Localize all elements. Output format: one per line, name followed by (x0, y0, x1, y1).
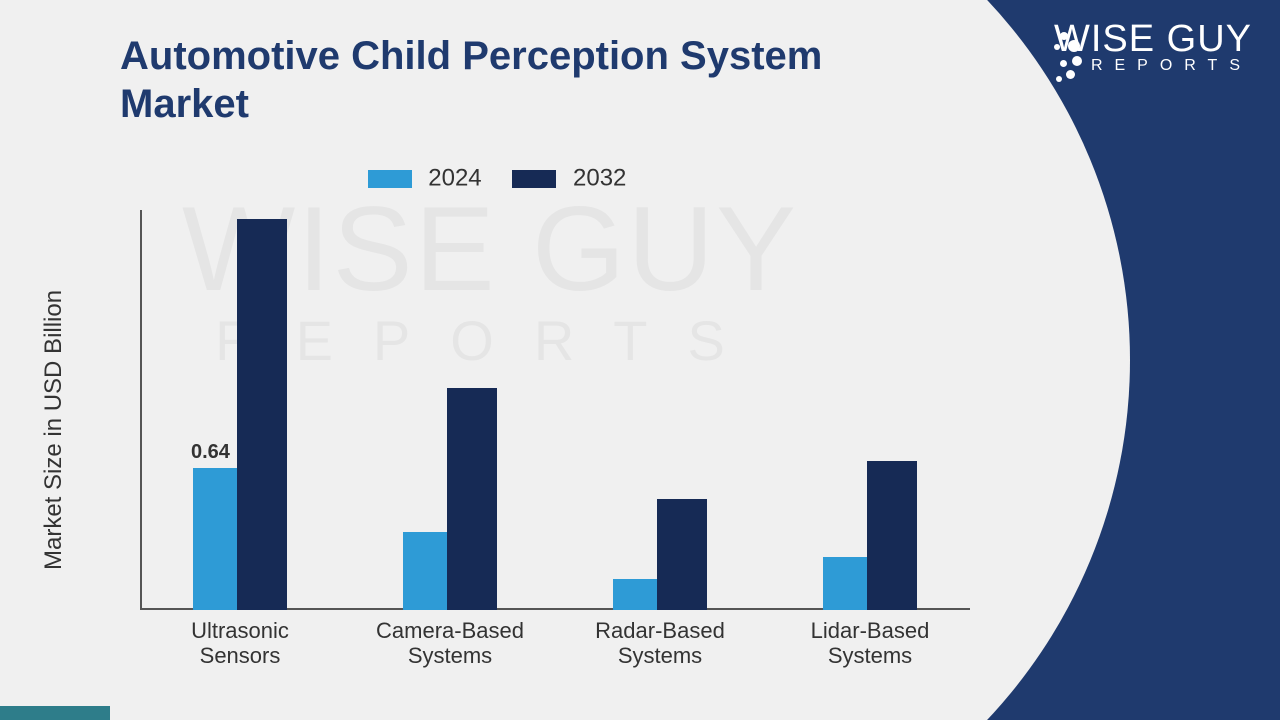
legend-swatch-2024 (368, 170, 412, 188)
legend-label-2024: 2024 (428, 165, 481, 192)
bar (823, 557, 873, 610)
chart-card: WISE GUY REPORTS Automotive Child Percep… (0, 0, 1280, 720)
chart-title: Automotive Child Perception System Marke… (120, 32, 880, 128)
legend-swatch-2032 (512, 170, 556, 188)
bar-group (770, 210, 970, 610)
bar (237, 219, 287, 610)
brand-head-icon (1020, 26, 1090, 96)
legend: 2024 2032 (0, 164, 970, 193)
bar (193, 468, 243, 610)
bar (403, 532, 453, 610)
bar (867, 461, 917, 610)
bar (613, 579, 663, 610)
bar-group (560, 210, 760, 610)
category-label: Camera-BasedSystems (350, 618, 550, 669)
category-label: Radar-BasedSystems (560, 618, 760, 669)
plot-area: UltrasonicSensorsCamera-BasedSystemsRada… (140, 210, 970, 610)
bar-value-label: 0.64 (191, 441, 230, 464)
bar-group (350, 210, 550, 610)
y-axis-label: Market Size in USD Billion (40, 290, 68, 570)
category-label: Lidar-BasedSystems (770, 618, 970, 669)
bar (447, 388, 497, 610)
legend-label-2032: 2032 (573, 165, 626, 192)
accent-strip (0, 706, 110, 720)
bar (657, 499, 707, 610)
bar-group (140, 210, 340, 610)
category-label: UltrasonicSensors (140, 618, 340, 669)
